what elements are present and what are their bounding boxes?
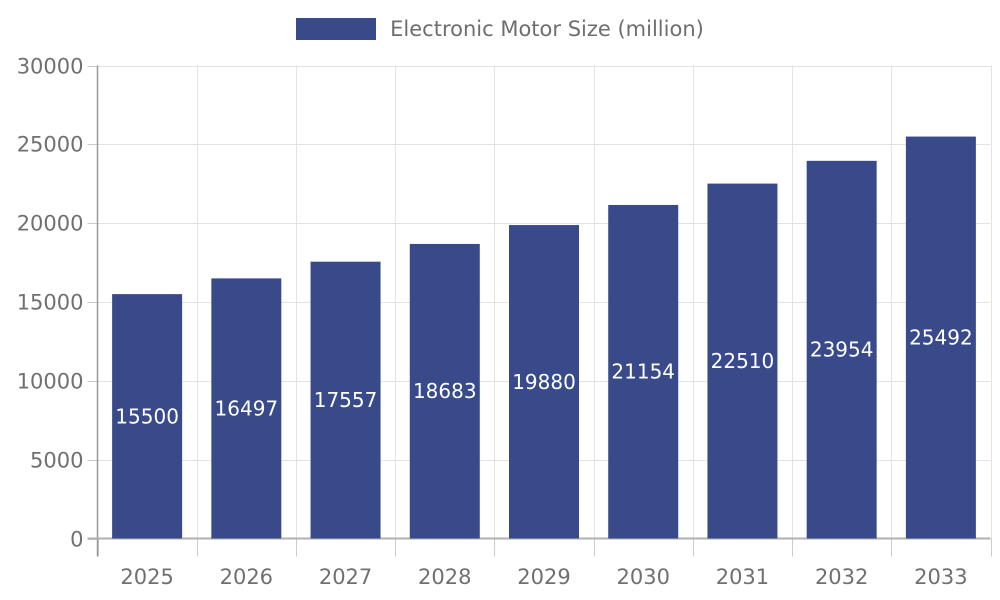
- legend-label: Electronic Motor Size (million): [390, 17, 704, 41]
- bar-value-label: 17557: [314, 388, 378, 412]
- x-tick-label: 2031: [716, 565, 769, 589]
- y-tick-label: 0: [70, 528, 83, 552]
- bar[interactable]: [409, 243, 480, 539]
- y-tick-label: 20000: [17, 212, 84, 236]
- bar[interactable]: [608, 204, 679, 539]
- bar-value-label: 19880: [512, 370, 576, 394]
- bar[interactable]: [806, 160, 877, 539]
- bar-value-label: 22510: [711, 349, 775, 373]
- bar[interactable]: [509, 225, 579, 539]
- bar[interactable]: [211, 278, 282, 539]
- x-tick-label: 2026: [220, 565, 273, 589]
- legend[interactable]: Electronic Motor Size (million): [0, 17, 1000, 41]
- bar[interactable]: [112, 294, 183, 539]
- x-tick-label: 2033: [914, 565, 967, 589]
- y-tick-label: 25000: [17, 133, 84, 157]
- bar[interactable]: [707, 183, 778, 539]
- y-tick-label: 15000: [17, 291, 84, 315]
- y-tick-label: 5000: [30, 449, 83, 473]
- x-tick-label: 2028: [418, 565, 471, 589]
- x-tick-label: 2029: [517, 565, 570, 589]
- bar-value-label: 21154: [611, 360, 675, 384]
- bar[interactable]: [905, 136, 976, 539]
- y-tick-label: 30000: [17, 55, 84, 79]
- y-tick-label: 10000: [17, 370, 84, 394]
- bar-value-label: 15500: [115, 404, 179, 428]
- bar-value-label: 23954: [810, 338, 874, 362]
- bar-value-label: 25492: [909, 326, 973, 350]
- legend-swatch: [296, 18, 377, 40]
- x-tick-label: 2030: [616, 565, 669, 589]
- x-tick-label: 2027: [319, 565, 372, 589]
- bar-value-label: 16497: [215, 396, 279, 420]
- x-tick-label: 2025: [120, 565, 173, 589]
- bar-value-label: 18683: [413, 379, 477, 403]
- x-tick-label: 2032: [815, 565, 868, 589]
- bar[interactable]: [310, 261, 381, 539]
